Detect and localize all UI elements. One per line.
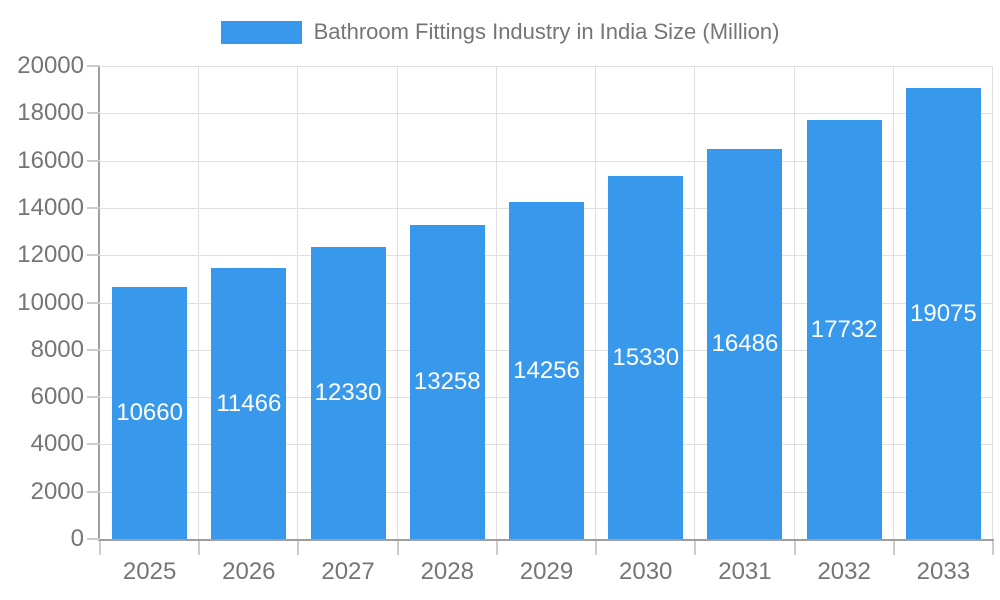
- y-tick-label-4000: 4000: [30, 430, 84, 457]
- x-axis-tick-8: [893, 541, 895, 555]
- y-axis-tick-6000: [87, 396, 100, 398]
- bar-value-label-2026: 11466: [216, 389, 282, 417]
- v-gridline-4: [496, 66, 497, 539]
- bar-value-label-2031: 16486: [711, 330, 779, 357]
- chart-legend: Bathroom Fittings Industry in India Size…: [0, 19, 1000, 45]
- y-tick-label-8000: 8000: [30, 336, 84, 363]
- y-tick-label-16000: 16000: [17, 147, 84, 174]
- bar-2026: 11466: [211, 268, 287, 539]
- x-tick-label-2025: 2025: [122, 558, 177, 585]
- x-tick-label-2033: 2033: [916, 558, 971, 585]
- h-gridline-18000: [100, 113, 993, 114]
- x-axis-tick-7: [794, 541, 796, 555]
- y-axis-tick-16000: [87, 160, 100, 162]
- y-axis-tick-20000: [87, 65, 100, 67]
- x-axis-tick-5: [595, 541, 597, 555]
- x-tick-label-2032: 2032: [817, 558, 871, 585]
- v-gridline-9: [992, 66, 993, 539]
- y-axis-tick-10000: [87, 302, 100, 304]
- x-tick-label-2031: 2031: [718, 558, 772, 585]
- v-gridline-8: [893, 66, 894, 539]
- x-tick-label-2026: 2026: [222, 558, 276, 585]
- y-tick-label-18000: 18000: [17, 99, 84, 126]
- x-axis-tick-0: [99, 541, 101, 555]
- x-axis-tick-6: [694, 541, 696, 555]
- bar-value-label-2033: 19075: [910, 299, 977, 327]
- v-gridline-5: [595, 66, 596, 539]
- x-axis-line: [98, 539, 994, 541]
- legend-swatch: [220, 20, 302, 44]
- legend-label: Bathroom Fittings Industry in India Size…: [313, 19, 780, 44]
- bar-2025: 10660: [112, 287, 188, 539]
- bar-2029: 14256: [509, 202, 584, 539]
- v-gridline-1: [198, 66, 199, 539]
- x-tick-label-2028: 2028: [420, 558, 474, 585]
- v-gridline-2: [297, 66, 298, 539]
- bar-2032: 17732: [806, 120, 882, 539]
- y-tick-label-12000: 12000: [17, 241, 84, 268]
- v-gridline-3: [397, 66, 398, 539]
- bar-value-label-2025: 10660: [116, 399, 183, 426]
- x-tick-label-2029: 2029: [519, 558, 574, 585]
- bar-value-label-2030: 15330: [612, 343, 680, 371]
- y-axis-tick-2000: [87, 491, 100, 493]
- x-tick-label-2030: 2030: [619, 558, 673, 585]
- v-gridline-7: [794, 66, 795, 539]
- y-tick-label-10000: 10000: [17, 289, 84, 316]
- x-axis-tick-9: [992, 541, 994, 555]
- bar-2028: 13258: [409, 225, 485, 539]
- y-tick-label-6000: 6000: [30, 383, 84, 410]
- bar-value-label-2029: 14256: [513, 356, 580, 384]
- v-gridline-6: [694, 66, 695, 539]
- bar-value-label-2028: 13258: [413, 368, 481, 395]
- bar-value-label-2027: 12330: [314, 379, 382, 406]
- y-axis-tick-12000: [87, 254, 100, 256]
- plot-area: 10660 11466 12330 13258 14256 15330 16486 17732…: [100, 66, 993, 539]
- y-tick-label-20000: 20000: [17, 52, 84, 79]
- y-axis-tick-18000: [87, 112, 100, 114]
- bar-2033: 19075: [905, 88, 981, 539]
- x-axis-tick-1: [198, 541, 200, 555]
- x-axis-tick-3: [397, 541, 399, 555]
- y-axis-tick-4000: [87, 443, 100, 445]
- bar-value-label-2032: 17732: [810, 315, 878, 343]
- h-gridline-20000: [100, 66, 993, 67]
- x-tick-label-2027: 2027: [321, 558, 375, 585]
- y-tick-label-2000: 2000: [30, 478, 84, 505]
- h-gridline-16000: [100, 161, 993, 162]
- bar-2031: 16486: [707, 149, 783, 539]
- x-axis-tick-4: [496, 541, 498, 555]
- y-axis-tick-0: [87, 538, 100, 540]
- y-axis-tick-14000: [87, 207, 100, 209]
- x-axis-tick-2: [297, 541, 299, 555]
- bar-2027: 12330: [310, 247, 386, 539]
- y-axis-tick-8000: [87, 349, 100, 351]
- bar-2030: 15330: [608, 176, 684, 539]
- y-tick-label-14000: 14000: [17, 194, 84, 221]
- y-tick-label-0: 0: [70, 525, 84, 552]
